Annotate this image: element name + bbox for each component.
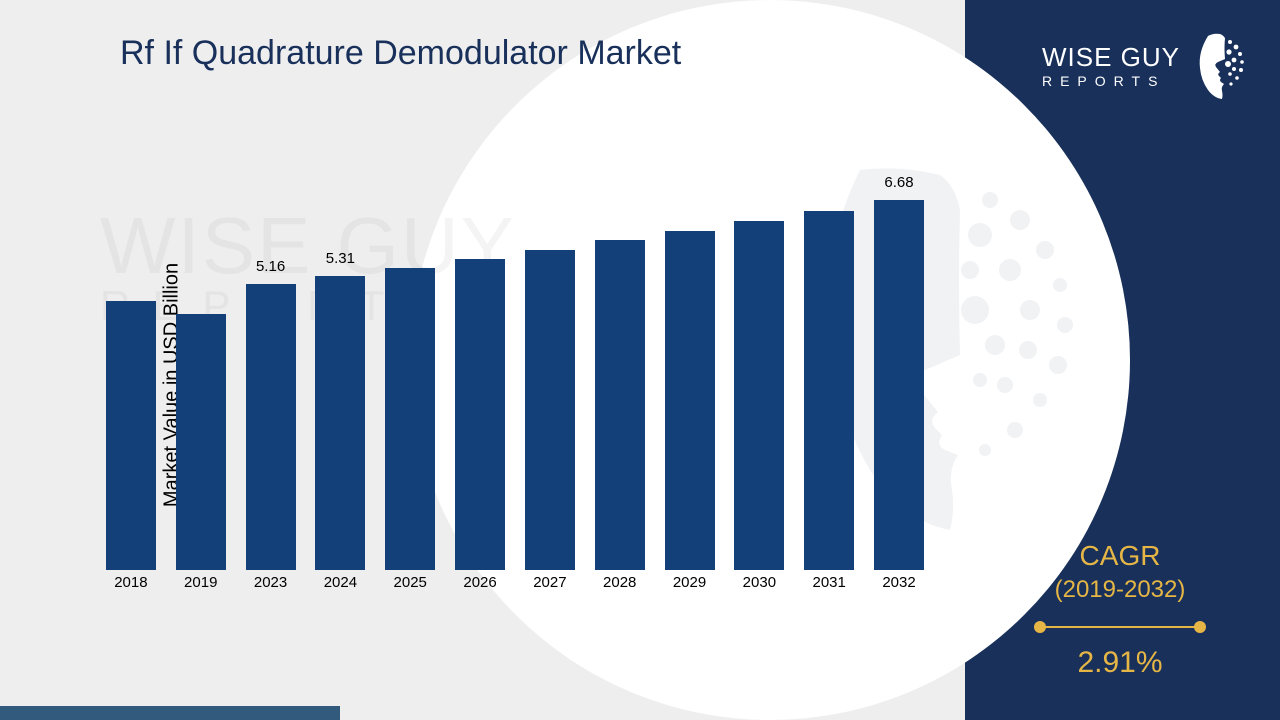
bottom-strip bbox=[0, 706, 340, 720]
cagr-title: CAGR bbox=[1020, 540, 1220, 572]
bar-group bbox=[733, 195, 785, 570]
bar bbox=[804, 211, 854, 570]
bar-value-label: 6.68 bbox=[884, 174, 913, 192]
x-tick-label: 2024 bbox=[314, 574, 366, 591]
bar-value-label: 5.16 bbox=[256, 258, 285, 276]
logo-line2: REPORTS bbox=[1042, 73, 1180, 89]
x-tick-label: 2027 bbox=[524, 574, 576, 591]
bar-group bbox=[664, 205, 716, 570]
x-tick-label: 2032 bbox=[873, 574, 925, 591]
x-tick-label: 2029 bbox=[664, 574, 716, 591]
bar bbox=[315, 276, 365, 570]
bar-group: 5.16 bbox=[245, 258, 297, 570]
bar bbox=[246, 284, 296, 570]
bar-group bbox=[384, 242, 436, 570]
x-tick-label: 2030 bbox=[733, 574, 785, 591]
cagr-block: CAGR (2019-2032) 2.91% bbox=[1020, 540, 1220, 680]
x-tick-label: 2026 bbox=[454, 574, 506, 591]
x-tick-label: 2025 bbox=[384, 574, 436, 591]
bar bbox=[734, 221, 784, 570]
bar bbox=[595, 240, 645, 570]
bar bbox=[665, 231, 715, 570]
bar bbox=[874, 200, 924, 570]
bar bbox=[525, 250, 575, 570]
bar-group bbox=[524, 224, 576, 570]
bar-group: 5.31 bbox=[314, 250, 366, 570]
x-tick-label: 2031 bbox=[803, 574, 855, 591]
chart-title: Rf If Quadrature Demodulator Market bbox=[120, 34, 681, 73]
bar-group: 6.68 bbox=[873, 174, 925, 570]
cagr-years: (2019-2032) bbox=[1020, 576, 1220, 604]
bar-group bbox=[175, 288, 227, 570]
bar-group bbox=[594, 214, 646, 570]
bar-plot: 5.16 5.31 6.68 bbox=[100, 160, 930, 570]
cagr-value: 2.91% bbox=[1020, 646, 1220, 680]
bar-group bbox=[803, 185, 855, 570]
bar-group bbox=[454, 233, 506, 570]
bar-group bbox=[105, 275, 157, 570]
chart-area: Market Value in USD Billion 5.165.316.68… bbox=[60, 160, 930, 610]
x-axis: 2018 2019 2023 2024 2025 2026 2027 2028 2029 2030… bbox=[100, 574, 930, 591]
logo-line1: WISE GUY bbox=[1042, 42, 1180, 73]
x-tick-label: 2028 bbox=[594, 574, 646, 591]
brand-logo: WISE GUY REPORTS bbox=[1042, 30, 1250, 100]
x-tick-label: 2019 bbox=[175, 574, 227, 591]
bar bbox=[176, 314, 226, 570]
bar-value-label: 5.31 bbox=[326, 250, 355, 268]
x-tick-label: 2023 bbox=[245, 574, 297, 591]
bar bbox=[385, 268, 435, 570]
bar bbox=[455, 259, 505, 570]
x-tick-label: 2018 bbox=[105, 574, 157, 591]
logo-head-icon bbox=[1190, 30, 1250, 100]
bar bbox=[106, 301, 156, 570]
cagr-divider bbox=[1040, 626, 1200, 628]
